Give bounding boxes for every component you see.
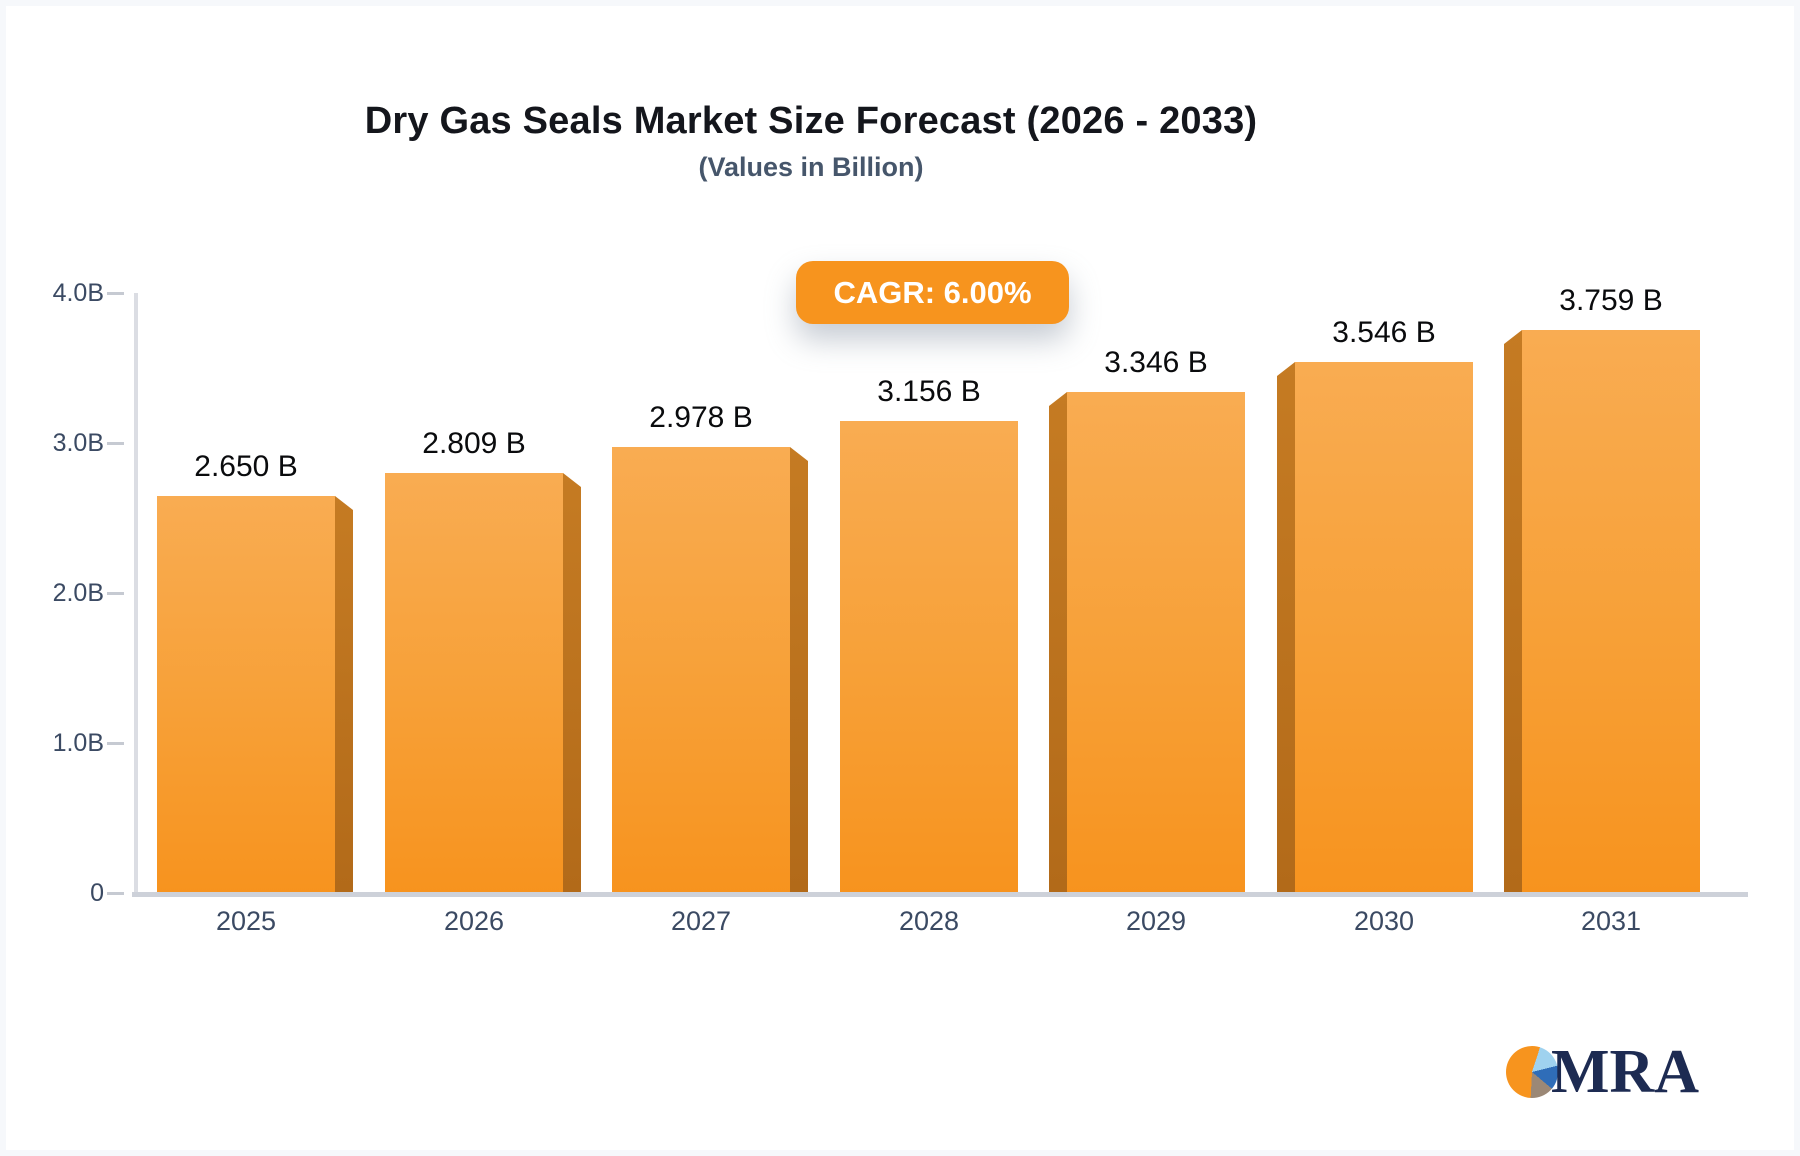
bar-value-label: 3.346 B [1104, 346, 1208, 379]
y-tick-label: 1.0B [52, 729, 104, 757]
bar-side-face [335, 496, 353, 894]
x-axis-line [132, 892, 1748, 897]
x-tick-label: 2025 [215, 906, 277, 936]
bar [157, 496, 335, 894]
x-tick-label: 2026 [443, 906, 505, 936]
y-tick-label: 2.0B [52, 579, 104, 607]
y-tick-mark [107, 742, 124, 745]
bar [1522, 330, 1700, 894]
bar [385, 473, 563, 894]
y-tick-label: 0 [90, 879, 104, 907]
bar-value-label: 2.650 B [194, 450, 298, 483]
x-tick-label: 2028 [898, 906, 960, 936]
y-tick-mark [107, 892, 124, 895]
bar-value-label: 2.978 B [649, 401, 753, 434]
logo-text: MRA [1551, 1038, 1700, 1106]
y-tick-mark [107, 442, 124, 445]
y-tick-label: 3.0B [52, 429, 104, 457]
bar-side-face [1504, 330, 1522, 894]
x-tick-label: 2030 [1353, 906, 1415, 936]
bar-side-face [790, 447, 808, 894]
page-title: Dry Gas Seals Market Size Forecast (2026… [364, 100, 1258, 142]
x-tick-label: 2029 [1125, 906, 1187, 936]
y-tick-mark [107, 292, 124, 295]
bar-side-face [1277, 362, 1295, 894]
bar [1067, 392, 1245, 894]
bar-side-face [563, 473, 581, 894]
brand-logo: MRA [1506, 1040, 1699, 1104]
pie-chart-icon [1506, 1046, 1558, 1098]
page-subtitle: (Values in Billion) [698, 152, 924, 182]
bar-value-label: 3.759 B [1559, 284, 1663, 317]
bar-value-label: 2.809 B [422, 427, 526, 460]
y-tick-mark [107, 592, 124, 595]
x-tick-label: 2027 [670, 906, 732, 936]
bar [612, 447, 790, 894]
bar-value-label: 3.546 B [1332, 316, 1436, 349]
y-axis-line [134, 293, 138, 894]
y-tick-label: 4.0B [52, 279, 104, 307]
bar-value-label: 3.156 B [877, 375, 981, 408]
bar [1295, 362, 1473, 894]
bar [840, 421, 1018, 894]
cagr-badge: CAGR: 6.00% [796, 261, 1069, 324]
x-tick-label: 2031 [1580, 906, 1642, 936]
chart-card: Dry Gas Seals Market Size Forecast (2026… [6, 6, 1794, 1150]
bar-side-face [1049, 392, 1067, 894]
